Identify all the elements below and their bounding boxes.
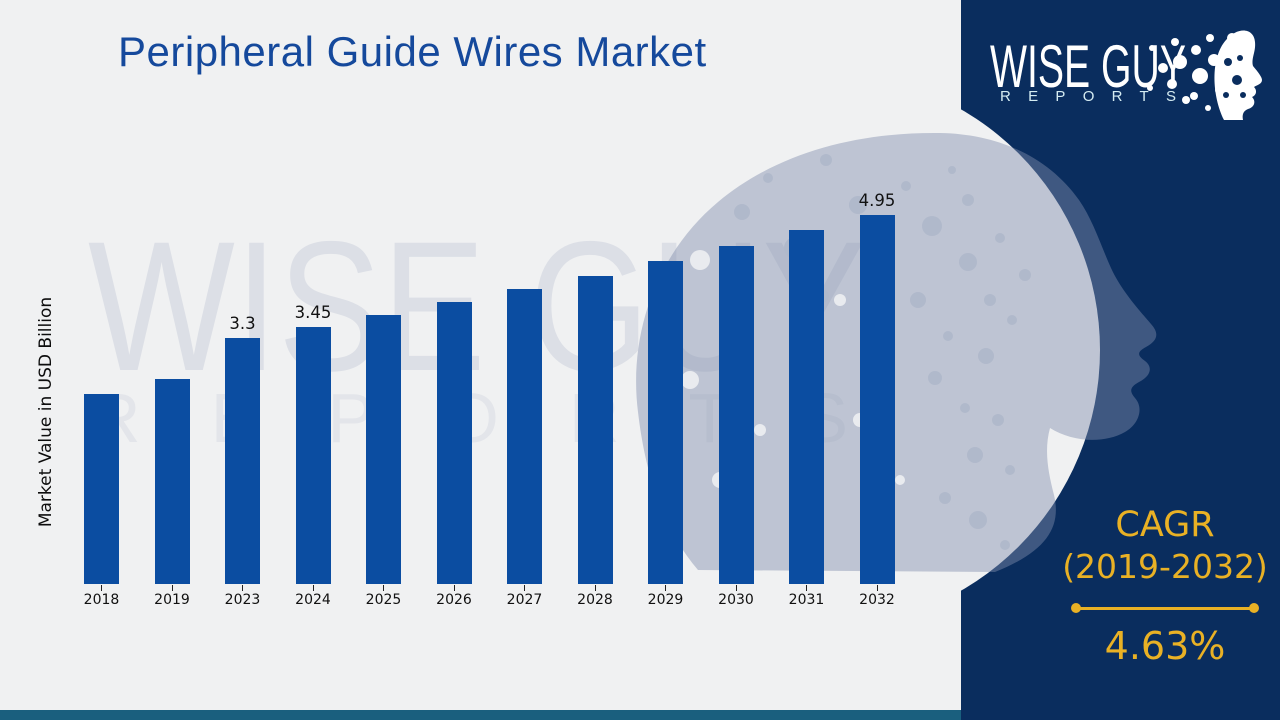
bar-2027 [507,289,542,584]
page-title: Peripheral Guide Wires Market [118,28,707,75]
x-axis-tick-2023 [242,585,243,591]
divider-dot-left [1071,603,1081,613]
x-axis-tick-2029 [665,585,666,591]
bar-2031 [789,230,824,584]
bar-2030 [718,246,754,584]
cagr-title: CAGR [1115,505,1215,545]
cagr-block: CAGR (2019-2032) 4.63% [1050,506,1280,667]
watermark-dots [734,154,1031,550]
x-axis-tick-2030 [735,585,737,591]
bar-2018 [84,394,119,584]
x-axis-label-2026: 2026 [436,592,472,608]
x-axis-tick-2027 [524,585,525,591]
bar-2019 [154,379,190,584]
x-axis-label-2024: 2024 [295,592,331,608]
x-axis-tick-2028 [594,585,596,591]
x-axis-tick-2019 [171,585,173,591]
cagr-divider-line [1071,603,1259,613]
x-axis-tick-2024 [312,585,314,591]
face-watermark [636,132,1157,572]
x-axis-tick-2031 [806,585,807,591]
bar-2028 [577,276,613,584]
x-axis-label-2031: 2031 [788,592,825,608]
bottom-accent-strip [0,710,961,720]
x-axis-tick-2032 [876,585,878,591]
x-axis-label-2027: 2027 [506,592,543,608]
x-axis-tick-2025 [383,585,384,591]
logo-head-holes [1223,55,1246,98]
bar-value-label-2024: 3.45 [294,303,332,322]
x-axis-label-2023: 2023 [224,592,261,608]
bar-2023 [225,338,260,584]
bar-2024 [295,327,331,584]
divider-dot-right [1249,603,1259,613]
logo-dots [1147,33,1248,117]
bar-2029 [648,261,683,584]
x-axis-label-2028: 2028 [577,592,613,608]
bar-2025 [366,315,401,584]
x-axis-label-2018: 2018 [83,592,120,608]
logo-wordmark: WISE GUY [990,33,1186,100]
cagr-value: 4.63% [1104,623,1226,668]
x-axis-tick-2018 [101,585,102,591]
x-axis-label-2019: 2019 [154,592,190,608]
bar-2032 [859,215,895,584]
x-axis-label-2032: 2032 [859,592,895,608]
bar-value-label-2023: 3.3 [229,314,256,333]
x-axis-label-2030: 2030 [718,592,754,608]
cagr-range: (2019-2032) [1062,547,1268,586]
x-axis-tick-2026 [453,585,455,591]
y-axis-label: Market Value in USD Billion [36,296,56,528]
bar-value-label-2032: 4.95 [858,191,896,210]
bar-2026 [436,302,472,584]
x-axis-label-2029: 2029 [647,592,684,608]
x-axis-label-2025: 2025 [365,592,402,608]
